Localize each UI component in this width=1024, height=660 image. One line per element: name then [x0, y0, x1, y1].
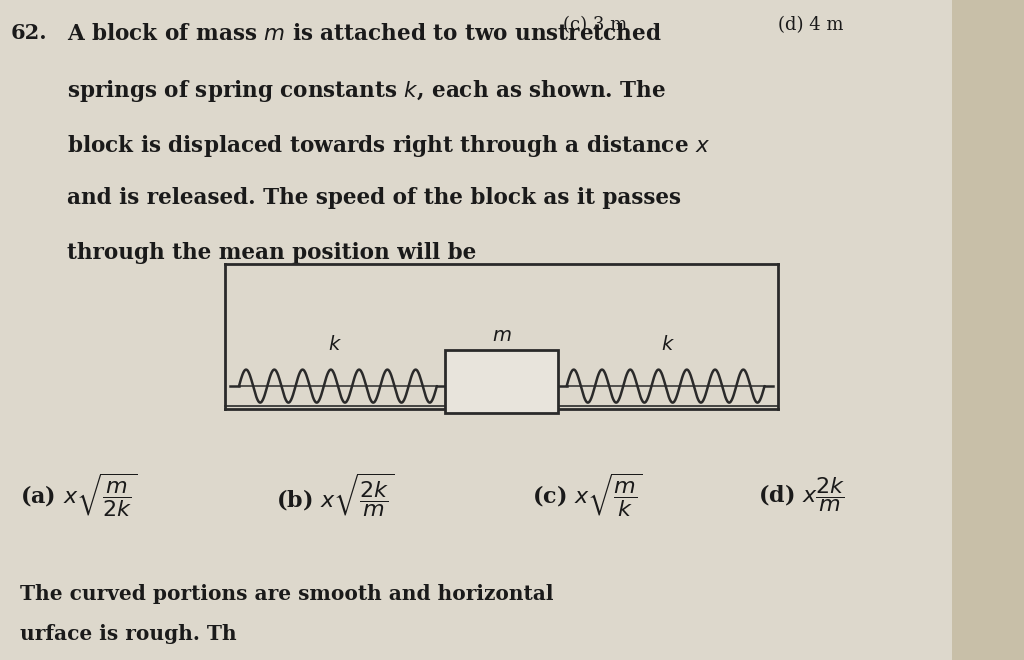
Text: A block of mass $m$ is attached to two unstretched: A block of mass $m$ is attached to two u…: [67, 23, 662, 45]
Text: urface is rough. Th: urface is rough. Th: [20, 624, 238, 644]
Polygon shape: [445, 350, 558, 412]
Text: $m$: $m$: [492, 327, 512, 345]
Text: (d) 4 m: (d) 4 m: [778, 16, 844, 34]
Polygon shape: [952, 0, 1024, 660]
Text: (c) $x\sqrt{\dfrac{m}{k}}$: (c) $x\sqrt{\dfrac{m}{k}}$: [532, 471, 643, 519]
Text: (d) $x\dfrac{2k}{m}$: (d) $x\dfrac{2k}{m}$: [758, 475, 845, 515]
Text: (c) 3 m: (c) 3 m: [563, 16, 628, 34]
Text: 62.: 62.: [10, 23, 47, 43]
Text: $k$: $k$: [662, 335, 675, 354]
Text: (b) $x\sqrt{\dfrac{2k}{m}}$: (b) $x\sqrt{\dfrac{2k}{m}}$: [276, 471, 395, 519]
Text: block is displaced towards right through a distance $x$: block is displaced towards right through…: [67, 133, 710, 158]
Text: (a) $x\sqrt{\dfrac{m}{2k}}$: (a) $x\sqrt{\dfrac{m}{2k}}$: [20, 471, 137, 519]
Text: springs of spring constants $k$, each as shown. The: springs of spring constants $k$, each as…: [67, 78, 666, 104]
Text: $k$: $k$: [329, 335, 342, 354]
Text: and is released. The speed of the block as it passes: and is released. The speed of the block …: [67, 187, 681, 209]
Text: The curved portions are smooth and horizontal: The curved portions are smooth and horiz…: [20, 584, 554, 604]
Text: through the mean position will be: through the mean position will be: [67, 242, 476, 264]
